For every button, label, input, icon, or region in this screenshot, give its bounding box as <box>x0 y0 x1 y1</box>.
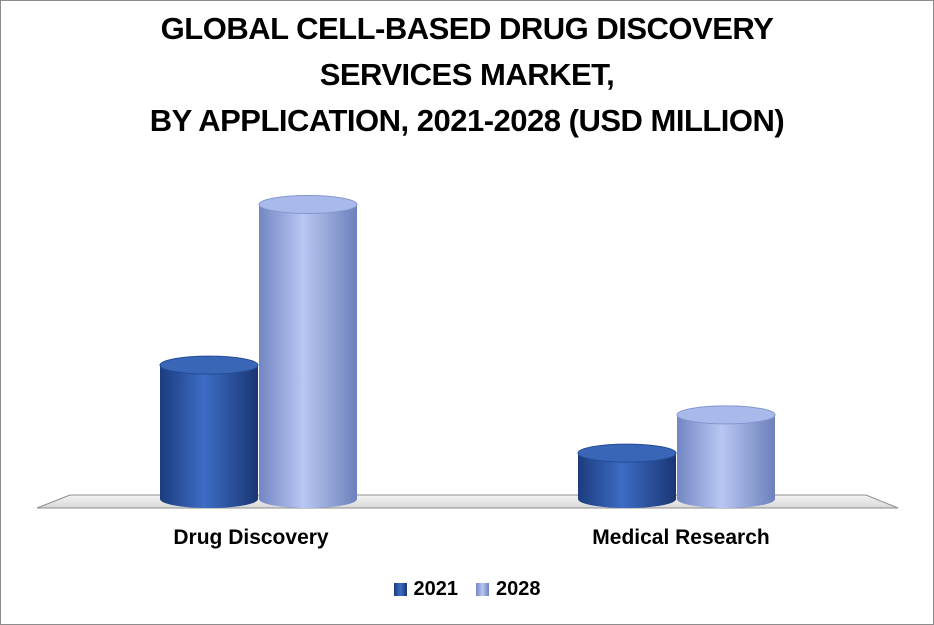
legend-label-2028: 2028 <box>496 578 541 600</box>
chart-title: GLOBAL CELL-BASED DRUG DISCOVERY SERVICE… <box>0 6 934 144</box>
title-line-3: BY APPLICATION, 2021-2028 (USD MILLION) <box>149 103 785 138</box>
legend-swatch-2021 <box>393 583 407 596</box>
legend: 2021 2028 <box>0 578 934 601</box>
title-line-1: GLOBAL CELL-BASED DRUG DISCOVERY <box>160 11 774 46</box>
legend-swatch-2028 <box>476 583 489 596</box>
category-label-drug-discovery: Drug Discovery <box>173 526 329 549</box>
bar-medical-research-2028 <box>676 405 776 508</box>
bar-drug-discovery-2028 <box>258 194 358 508</box>
bars-group <box>159 194 776 508</box>
legend-label-2021: 2021 <box>413 578 459 600</box>
bar-drug-discovery-2021 <box>159 355 259 508</box>
legend-item-2028: 2028 <box>476 578 541 601</box>
category-label-medical-research: Medical Research <box>592 526 770 549</box>
legend-item-2021: 2021 <box>393 578 459 601</box>
bar-medical-research-2021 <box>577 443 677 508</box>
title-line-2: SERVICES MARKET, <box>319 57 615 92</box>
